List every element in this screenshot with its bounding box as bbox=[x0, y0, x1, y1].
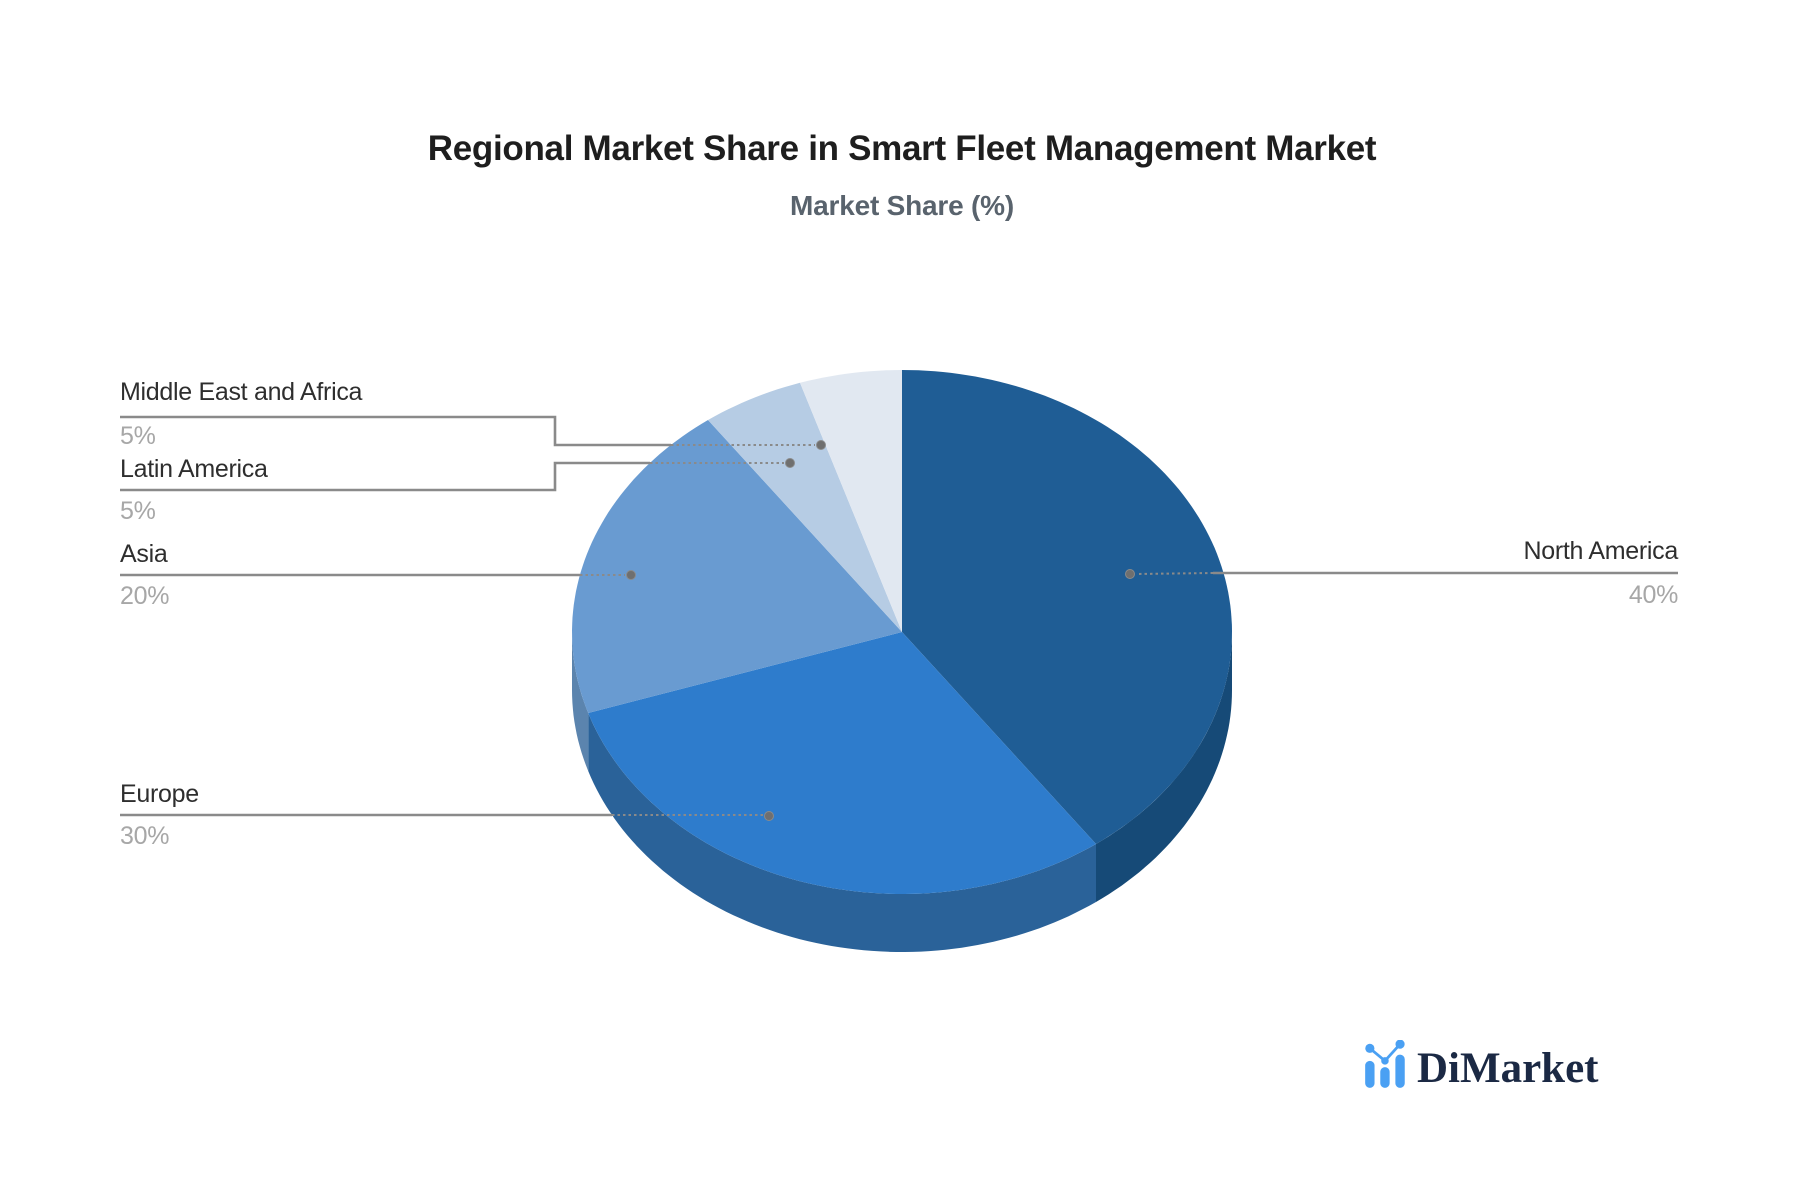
value-north-america: 40% bbox=[1628, 581, 1678, 609]
leader-line-middle-east-and-africa bbox=[120, 415, 671, 447]
pie-slice-north-america[interactable] bbox=[902, 370, 1232, 844]
label-europe: Europe bbox=[120, 780, 199, 808]
value-europe: 30% bbox=[120, 822, 170, 850]
leader-dot-latin-america bbox=[785, 458, 795, 468]
chart-subtitle: Market Share (%) bbox=[790, 190, 1014, 221]
pie-slice-side-north-america bbox=[1096, 632, 1232, 902]
leader-dot-europe bbox=[764, 811, 774, 821]
pie-slice-middle-east-and-africa[interactable] bbox=[800, 370, 902, 632]
pie-slice-asia[interactable] bbox=[572, 420, 902, 713]
leader-line-latin-america bbox=[120, 461, 650, 492]
label-middle-east-and-africa: Middle East and Africa bbox=[120, 378, 363, 406]
leader-dot-middle-east-and-africa bbox=[816, 440, 826, 450]
leader-dot-asia bbox=[626, 570, 636, 580]
leader-dot-north-america bbox=[1125, 569, 1135, 579]
pie-slice-side-europe bbox=[588, 713, 1096, 952]
pie-slice-europe[interactable] bbox=[588, 632, 1096, 894]
pie-slice-latin-america[interactable] bbox=[708, 382, 902, 632]
label-latin-america: Latin America bbox=[120, 455, 268, 483]
value-asia: 20% bbox=[120, 582, 170, 610]
value-latin-america: 5% bbox=[120, 497, 156, 525]
brand-logo: DiMarket bbox=[1365, 1040, 1599, 1090]
value-middle-east-and-africa: 5% bbox=[120, 422, 156, 450]
pie-slice-side-asia bbox=[572, 632, 589, 771]
bar-chart-spark-icon bbox=[1365, 1040, 1405, 1088]
leader-line-dashed-north-america bbox=[1135, 572, 1214, 575]
label-north-america: North America bbox=[1523, 537, 1679, 565]
brand-logo-text: DiMarket bbox=[1417, 1045, 1599, 1092]
label-asia: Asia bbox=[120, 540, 168, 568]
chart-title: Regional Market Share in Smart Fleet Man… bbox=[427, 129, 1377, 168]
